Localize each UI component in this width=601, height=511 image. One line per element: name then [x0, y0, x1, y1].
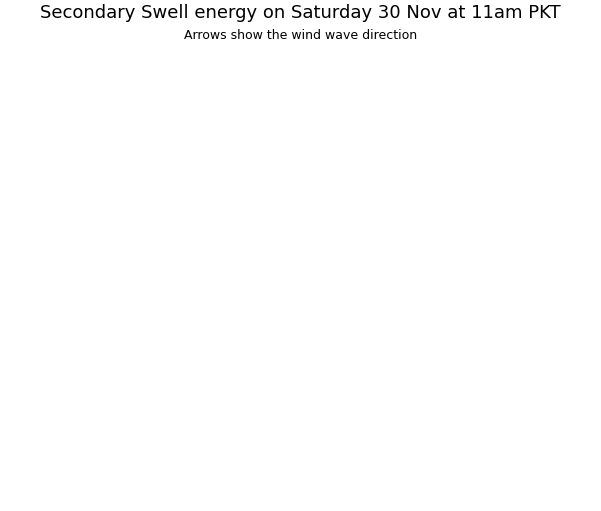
Text: Arrows show the wind wave direction: Arrows show the wind wave direction [184, 29, 417, 41]
Text: Secondary Swell energy on Saturday 30 Nov at 11am PKT: Secondary Swell energy on Saturday 30 No… [40, 5, 561, 22]
